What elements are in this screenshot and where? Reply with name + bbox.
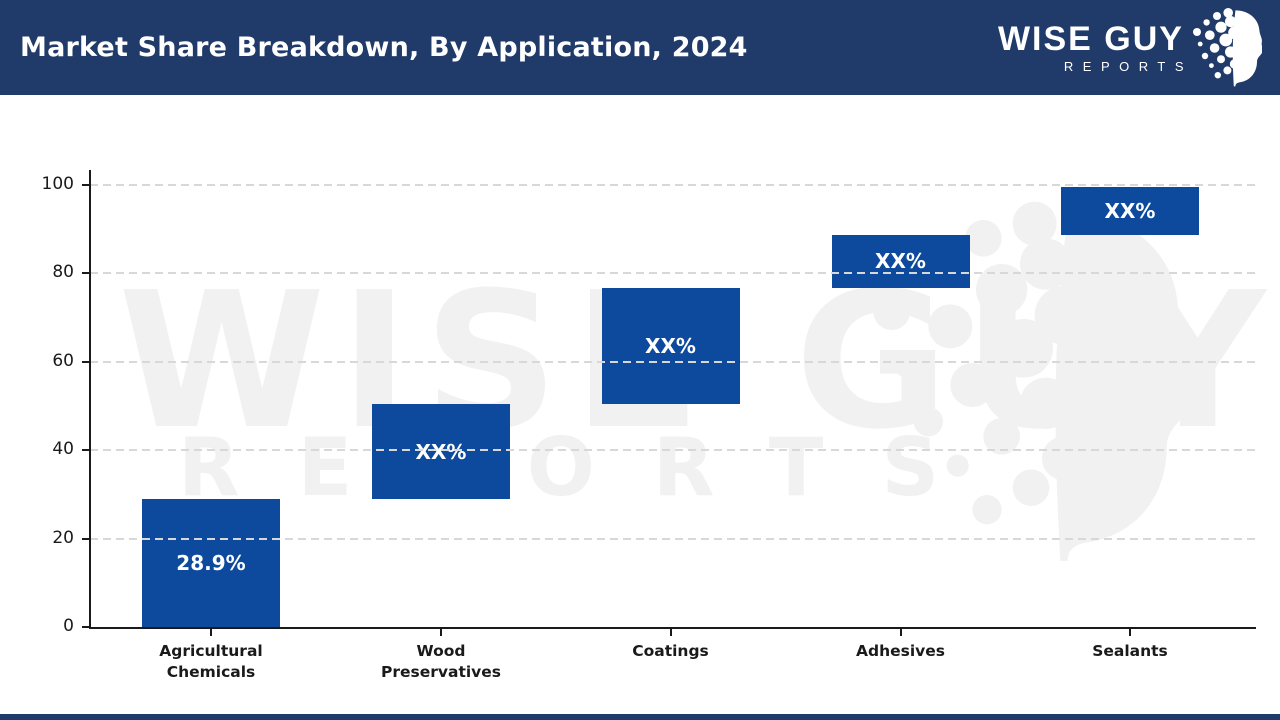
wiseguy-logo: WISE GUY REPORTS xyxy=(998,7,1262,88)
bar-value-label: XX% xyxy=(1104,198,1156,223)
x-category-label-wood-preservatives: Wood Preservatives xyxy=(380,642,502,681)
y-tick-label: 60 xyxy=(52,350,74,371)
x-axis-line xyxy=(89,627,1256,629)
report-header: Market Share Breakdown, By Application, … xyxy=(0,0,1280,95)
y-tick-label: 0 xyxy=(63,616,74,636)
bar-agricultural-chemicals: 28.9% xyxy=(142,499,280,627)
y-tick-label: 100 xyxy=(41,174,74,194)
gridline-40 xyxy=(90,449,1256,452)
bar-sealants: XX% xyxy=(1061,186,1199,235)
x-tick-mark xyxy=(210,629,212,636)
bar-value-label: XX% xyxy=(645,333,696,358)
bar-value-label: XX% xyxy=(415,439,467,464)
bar-value-label: XX% xyxy=(875,249,926,274)
y-tick-label: 80 xyxy=(52,262,74,283)
y-tick-mark xyxy=(82,626,90,628)
x-category-label-adhesives: Adhesives xyxy=(855,642,946,660)
y-tick-mark xyxy=(82,449,90,452)
footer-bar xyxy=(0,714,1280,720)
logo-wordmark-line2: REPORTS xyxy=(1063,58,1193,74)
x-tick-mark xyxy=(669,629,672,636)
x-category-label-coatings: Coatings xyxy=(632,642,709,660)
y-tick-mark xyxy=(82,272,90,275)
logo-wordmark: WISE GUY REPORTS xyxy=(998,22,1184,74)
x-category-label-sealants: Sealants xyxy=(1092,642,1168,660)
y-tick-mark xyxy=(82,537,90,540)
gridline-60 xyxy=(90,360,1256,363)
gridline-20 xyxy=(90,537,1256,540)
bar-wood-preservatives: XX% xyxy=(372,403,510,500)
logo-wordmark-line1: WISE GUY xyxy=(997,19,1184,58)
chart-title: Market Share Breakdown, By Application, … xyxy=(20,32,748,63)
x-category-label-agricultural-chemicals: Agricultural Chemicals xyxy=(159,642,263,681)
x-tick-mark xyxy=(1129,629,1131,636)
bar-coatings: XX% xyxy=(601,287,740,404)
y-axis-line xyxy=(89,170,91,629)
waterfall-chart: 0 20 40 60 80 100 28.9% Agricultural Chemicals X… xyxy=(0,95,1280,715)
logo-head-profile-icon xyxy=(1193,7,1262,86)
y-tick-mark xyxy=(82,360,90,363)
x-tick-mark xyxy=(440,629,442,636)
gridline-100 xyxy=(90,184,1256,186)
y-tick-label: 40 xyxy=(52,439,74,460)
y-tick-label: 20 xyxy=(52,527,74,548)
bar-adhesives: XX% xyxy=(831,234,970,288)
x-tick-mark xyxy=(899,629,902,636)
gridline-80 xyxy=(90,272,1256,275)
bar-value-label: 28.9% xyxy=(176,551,246,576)
y-tick-mark xyxy=(82,184,90,186)
